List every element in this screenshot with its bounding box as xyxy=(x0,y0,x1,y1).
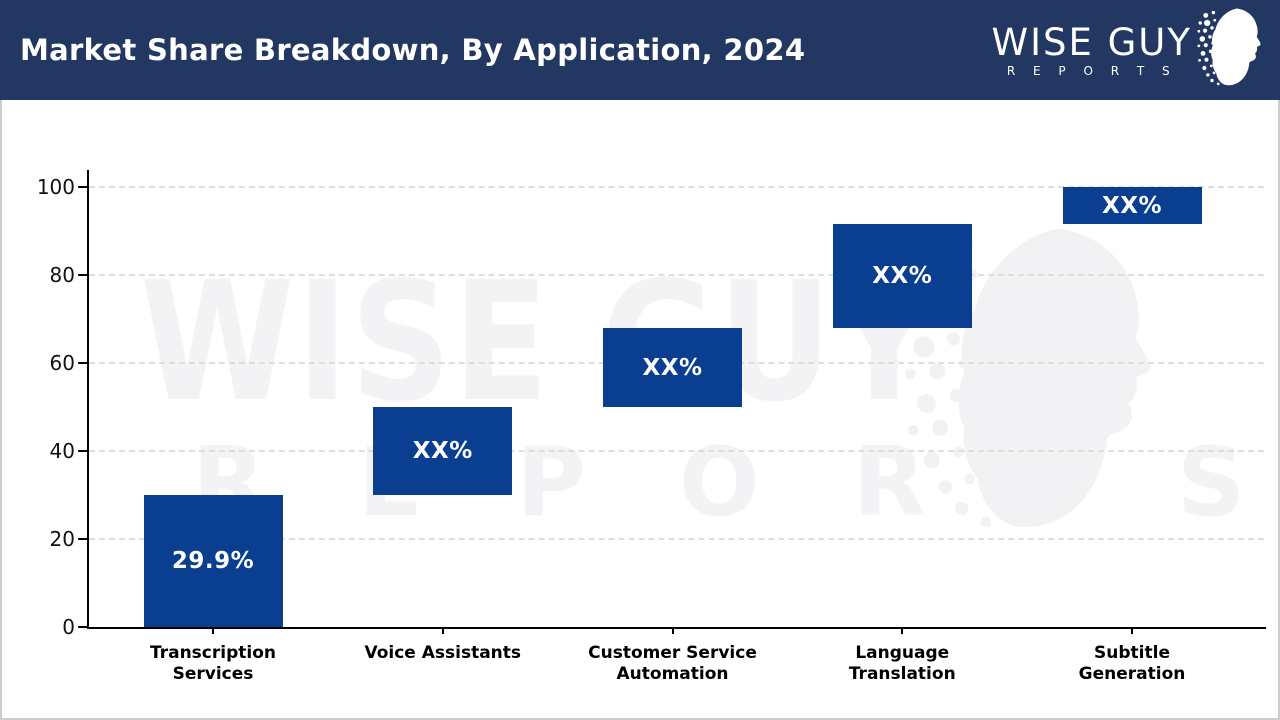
y-tick xyxy=(78,186,87,188)
x-category-label: Transcription Services xyxy=(150,643,276,685)
y-tick-label: 60 xyxy=(49,351,75,375)
bar: XX% xyxy=(832,224,972,329)
y-axis-spine xyxy=(87,170,89,629)
plot-area: 0 20 40 60 80 100 29.9% Transcription Services X… xyxy=(37,170,1266,684)
x-tick xyxy=(901,627,904,634)
bar-value-label: 29.9% xyxy=(171,548,255,575)
wiseguy-logo: WISE GUY R E P O R T S xyxy=(992,5,1266,95)
gridline xyxy=(89,450,1264,452)
logo-subtitle: R E P O R T S xyxy=(1006,63,1177,78)
y-tick-label: 40 xyxy=(49,439,75,463)
bar: 29.9% xyxy=(143,495,283,627)
gridline xyxy=(89,186,1264,188)
x-tick xyxy=(1131,627,1133,634)
x-tick xyxy=(671,627,674,634)
y-tick xyxy=(78,274,87,276)
bar: XX% xyxy=(1062,187,1202,225)
watermark-wordmark: WISE GUY xyxy=(140,246,937,438)
bar-value-label: XX% xyxy=(412,438,473,465)
y-tick xyxy=(78,538,87,540)
bar-value-label: XX% xyxy=(642,354,703,381)
y-tick-label: 20 xyxy=(49,527,75,551)
gridline xyxy=(89,274,1264,276)
y-tick xyxy=(78,362,87,364)
header-bar: Market Share Breakdown, By Application, … xyxy=(0,0,1280,100)
y-tick xyxy=(78,626,87,628)
logo-text: WISE GUY R E P O R T S xyxy=(992,24,1192,77)
wiseguy-face-icon xyxy=(1194,5,1266,95)
page-title: Market Share Breakdown, By Application, … xyxy=(20,33,806,67)
y-tick-label: 80 xyxy=(49,263,75,287)
x-category-label: Subtitle Generation xyxy=(1078,643,1186,685)
x-tick xyxy=(441,627,444,634)
bar-value-label: XX% xyxy=(1101,192,1162,219)
x-category-label: Voice Assistants xyxy=(364,643,522,663)
y-tick-label: 100 xyxy=(36,175,75,199)
x-category-label: Language Translation xyxy=(848,643,956,685)
bar: XX% xyxy=(373,407,513,496)
y-tick-label: 0 xyxy=(62,615,75,639)
y-tick xyxy=(78,450,87,452)
chart-canvas: WISE GUY R E P O R T S 0 20 40 60 80 100 29.9%… xyxy=(0,100,1280,720)
gridline xyxy=(89,538,1264,540)
bar: XX% xyxy=(603,328,742,407)
logo-wordmark: WISE GUY xyxy=(991,20,1192,64)
x-axis-spine xyxy=(87,627,1266,629)
bar-value-label: XX% xyxy=(872,263,933,290)
x-tick xyxy=(212,627,214,634)
x-category-label: Customer Service Automation xyxy=(588,643,757,685)
